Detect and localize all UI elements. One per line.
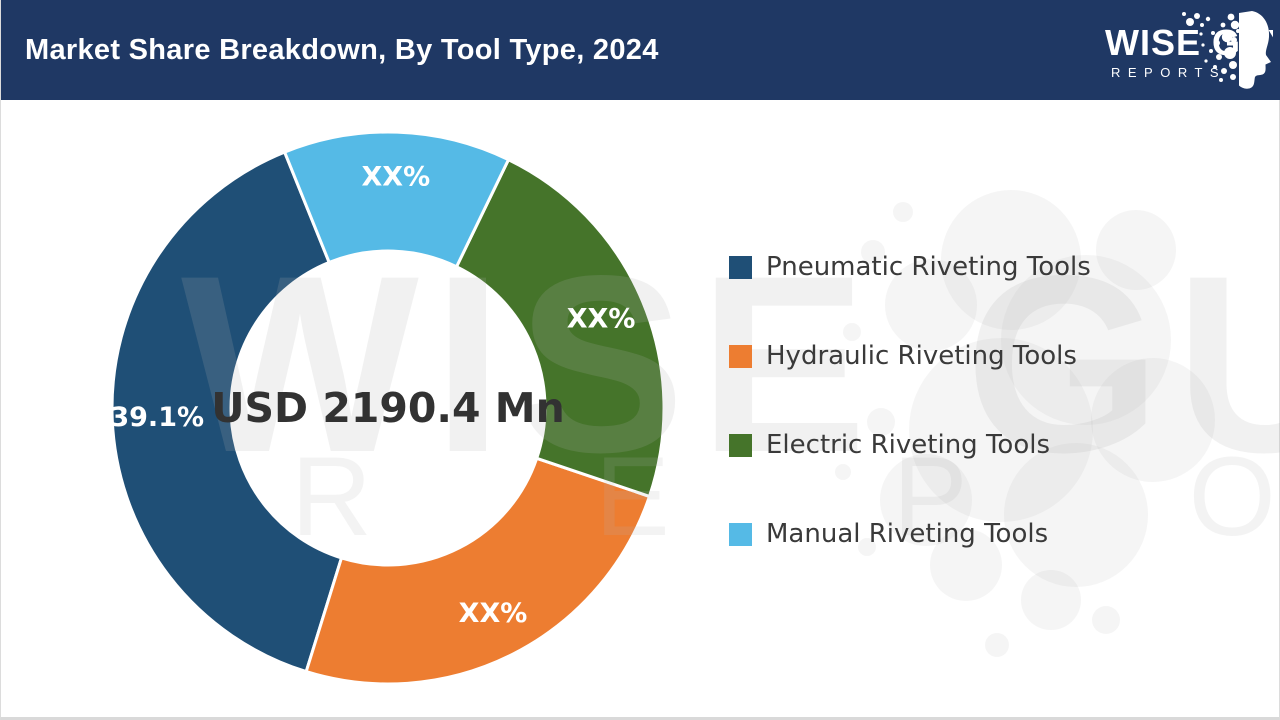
legend-label: Manual Riveting Tools xyxy=(766,519,1049,549)
legend-label: Pneumatic Riveting Tools xyxy=(766,252,1091,282)
slice-label: XX% xyxy=(567,303,636,334)
legend-swatch xyxy=(729,522,752,546)
logo-head-icon xyxy=(1182,11,1271,89)
legend-swatch xyxy=(729,433,752,457)
legend-label: Hydraulic Riveting Tools xyxy=(766,341,1077,371)
legend-item-hydraulic-riveting-tools: Hydraulic Riveting Tools xyxy=(729,341,1091,371)
legend-label: Electric Riveting Tools xyxy=(766,430,1050,460)
donut-slice-hydraulic-riveting-tools xyxy=(304,456,651,686)
donut-slice-manual-riveting-tools xyxy=(283,130,510,269)
slice-label: 39.1% xyxy=(110,402,204,433)
slice-label: XX% xyxy=(361,162,430,193)
legend-swatch xyxy=(729,344,752,368)
wiseguy-logo: WISE GUY REPORTS xyxy=(1105,11,1273,89)
donut-slice-electric-riveting-tools xyxy=(455,158,666,498)
slice-label: XX% xyxy=(459,598,528,629)
legend-item-manual-riveting-tools: Manual Riveting Tools xyxy=(729,519,1091,549)
logo-subtext: REPORTS xyxy=(1111,65,1226,80)
chart-center-value: USD 2190.4 Mn xyxy=(211,384,565,432)
legend-item-electric-riveting-tools: Electric Riveting Tools xyxy=(729,430,1091,460)
header-bar: Market Share Breakdown, By Tool Type, 20… xyxy=(1,0,1280,100)
chart-legend: Pneumatic Riveting Tools Hydraulic Riveti… xyxy=(729,252,1091,610)
page-title: Market Share Breakdown, By Tool Type, 20… xyxy=(25,33,659,66)
legend-item-pneumatic-riveting-tools: Pneumatic Riveting Tools xyxy=(729,252,1091,282)
legend-swatch xyxy=(729,255,752,279)
donut-slice-pneumatic-riveting-tools xyxy=(110,150,343,674)
